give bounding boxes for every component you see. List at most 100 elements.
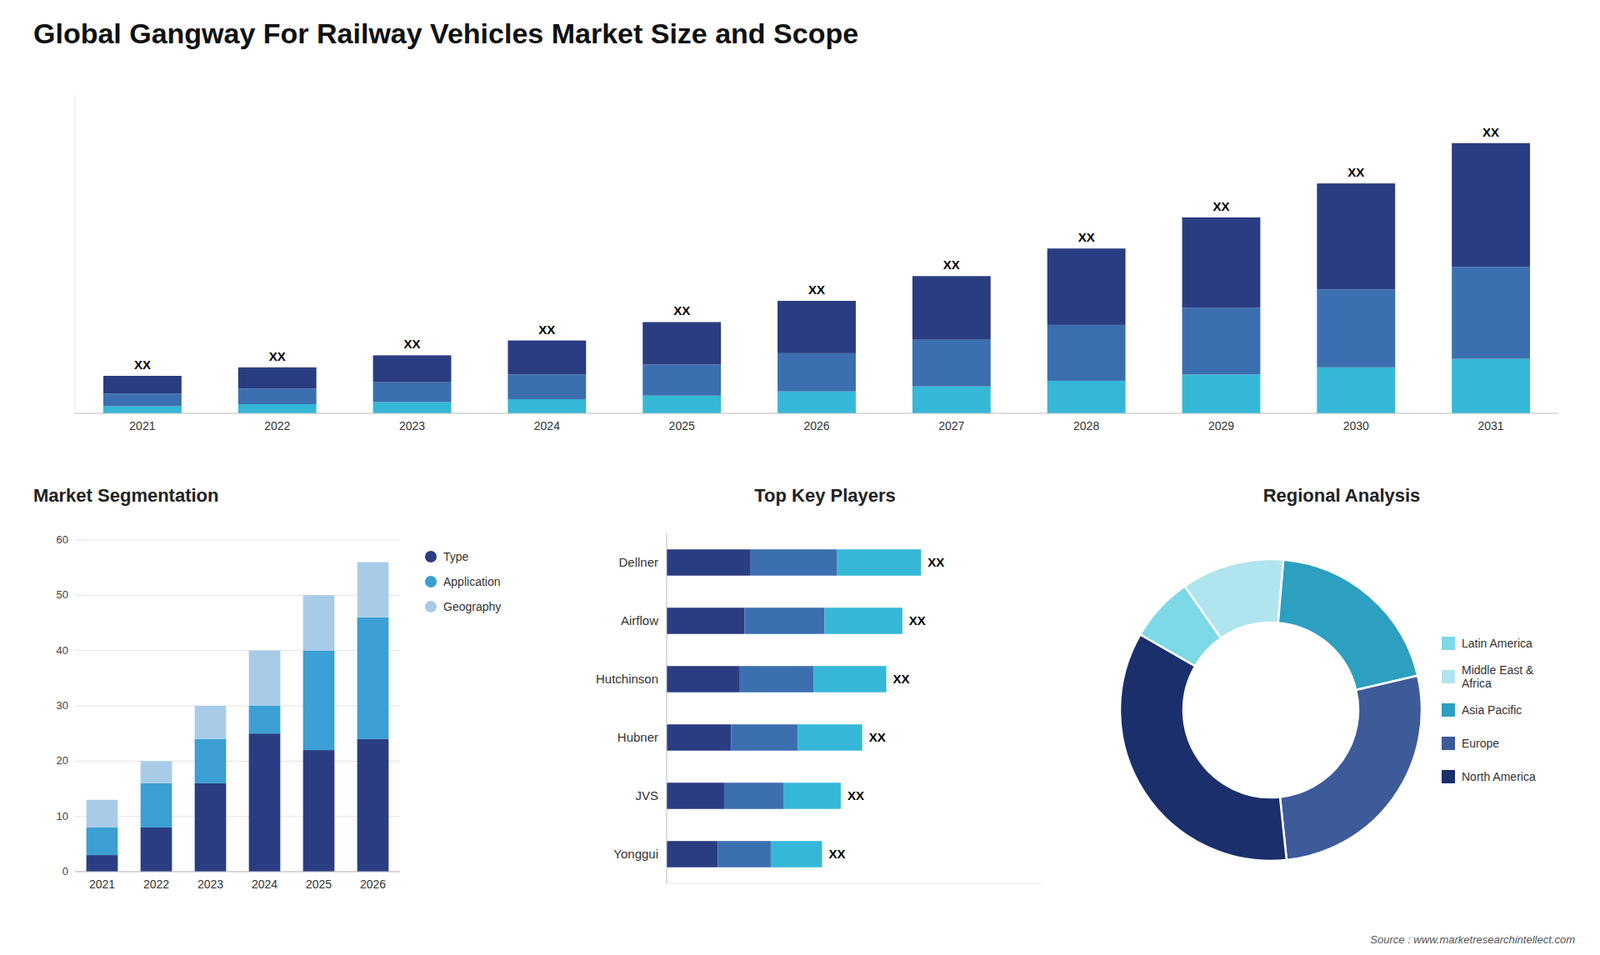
legend-swatch bbox=[1441, 636, 1455, 650]
bar-segment bbox=[140, 783, 173, 828]
bar-segment bbox=[642, 364, 721, 395]
x-tick-label: 2028 bbox=[1073, 419, 1100, 433]
legend-label: Geography bbox=[443, 600, 501, 614]
background bbox=[0, 0, 1600, 955]
bar-segment bbox=[1451, 143, 1530, 268]
bar-segment bbox=[195, 739, 227, 784]
bar-segment bbox=[1182, 308, 1261, 375]
legend-label: Europe bbox=[1461, 736, 1500, 750]
data-label: XX bbox=[134, 357, 151, 372]
data-label: XX bbox=[909, 613, 926, 628]
bar-segment bbox=[814, 665, 887, 693]
bar-segment bbox=[195, 705, 227, 740]
x-tick-label: 2021 bbox=[129, 419, 155, 433]
chart-2: Top Key PlayersXXXXXXXXXXXXDellnerAirflo… bbox=[595, 485, 1042, 884]
y-tick-label: 60 bbox=[56, 533, 69, 546]
y-tick-label: 40 bbox=[56, 644, 69, 657]
bar-segment bbox=[666, 607, 745, 635]
donut-slice bbox=[1120, 635, 1287, 861]
x-tick-label: 2031 bbox=[1478, 419, 1505, 433]
x-tick-label: 2029 bbox=[1208, 419, 1235, 433]
y-axis-line bbox=[666, 533, 668, 884]
donut-slice bbox=[1280, 675, 1422, 860]
x-tick-label: 2026 bbox=[803, 419, 830, 433]
legend: Latin AmericaMiddle East &AfricaAsia Pac… bbox=[1441, 636, 1536, 784]
x-axis-line bbox=[666, 883, 1042, 885]
y-tick-label: 20 bbox=[56, 754, 69, 767]
data-labels: XXXXXXXXXXXXXXXXXXXXXX bbox=[134, 125, 1500, 372]
y-axis-line bbox=[75, 95, 76, 414]
source-note: Source : www.marketresearchintellect.com bbox=[1370, 933, 1575, 946]
bar-segment bbox=[642, 395, 721, 414]
bar-segment bbox=[1047, 248, 1126, 325]
legend-label: Type bbox=[443, 550, 470, 564]
grid-line bbox=[75, 705, 400, 707]
bar-segment bbox=[777, 353, 856, 392]
legend-swatch bbox=[1441, 703, 1455, 717]
bar-segment bbox=[357, 562, 390, 618]
chart-title: Regional Analysis bbox=[1263, 485, 1421, 506]
legend-marker bbox=[425, 550, 437, 563]
bar-segment bbox=[238, 388, 317, 405]
bar-segment bbox=[912, 275, 991, 340]
legend-marker bbox=[425, 575, 437, 588]
chart-0: XXXXXXXXXXXXXXXXXXXXXX202120222023202420… bbox=[75, 95, 1559, 433]
x-tick-label: 2023 bbox=[197, 877, 224, 891]
bar-segment bbox=[357, 617, 390, 740]
data-label: XX bbox=[404, 336, 421, 351]
x-tick-label: 2026 bbox=[360, 877, 386, 891]
x-tick-label: 2030 bbox=[1343, 419, 1370, 433]
y-tick-label: Hutchinson bbox=[595, 671, 659, 686]
bar-segment bbox=[103, 393, 182, 406]
data-label: XX bbox=[893, 671, 910, 686]
donut-slice bbox=[1278, 560, 1418, 690]
bar-segment bbox=[373, 401, 452, 414]
bar-segment bbox=[666, 549, 751, 576]
data-label: XX bbox=[828, 846, 845, 861]
data-label: XX bbox=[673, 303, 690, 318]
grid-line bbox=[75, 760, 400, 762]
x-tick-label: 2021 bbox=[89, 877, 115, 891]
bar-segment bbox=[1182, 374, 1261, 414]
bar-segment bbox=[373, 382, 452, 403]
grid-line bbox=[75, 815, 400, 817]
legend: TypeApplicationGeography bbox=[425, 550, 501, 614]
y-tick-label: 10 bbox=[56, 810, 69, 823]
x-tick-label: 2025 bbox=[669, 419, 695, 433]
bar-segment bbox=[1047, 380, 1126, 414]
bar-segment bbox=[507, 399, 586, 414]
legend-label: Middle East &Africa bbox=[1461, 663, 1535, 690]
bar-segment bbox=[86, 855, 119, 872]
grid-line bbox=[75, 595, 400, 596]
bar-segment bbox=[86, 827, 119, 855]
data-label: XX bbox=[943, 257, 960, 272]
bar-segment bbox=[1451, 266, 1530, 359]
data-label: XX bbox=[1078, 230, 1095, 245]
bar-segment bbox=[357, 739, 390, 872]
bar-segment bbox=[103, 406, 182, 414]
bar-segment bbox=[724, 782, 784, 810]
bar-segment bbox=[912, 340, 991, 387]
chart-3: Regional Analysis Latin AmericaMiddle Eas… bbox=[1120, 485, 1536, 861]
donut-slice bbox=[1185, 559, 1284, 639]
data-label: XX bbox=[1482, 125, 1500, 140]
x-tick-label: 2023 bbox=[399, 419, 425, 433]
bar-segment bbox=[303, 595, 335, 650]
bars bbox=[86, 562, 390, 872]
bar-segment bbox=[249, 733, 281, 872]
bar-segment bbox=[825, 607, 903, 635]
bar-segment bbox=[1182, 217, 1261, 309]
bar-segment bbox=[1451, 359, 1530, 414]
y-tick-label: Yonggui bbox=[613, 846, 659, 861]
bar-segment bbox=[303, 650, 335, 750]
legend-swatch bbox=[1441, 736, 1455, 750]
bar-segment bbox=[249, 705, 281, 734]
bar-segment bbox=[238, 367, 317, 389]
legend-label: Asia Pacific bbox=[1461, 703, 1522, 717]
bar-segment bbox=[642, 321, 721, 365]
x-tick-label: 2024 bbox=[534, 419, 560, 433]
legend-marker bbox=[425, 600, 437, 613]
x-tick-label: 2024 bbox=[251, 877, 278, 891]
bar-segment bbox=[1316, 367, 1395, 414]
bar-segment bbox=[103, 375, 182, 394]
